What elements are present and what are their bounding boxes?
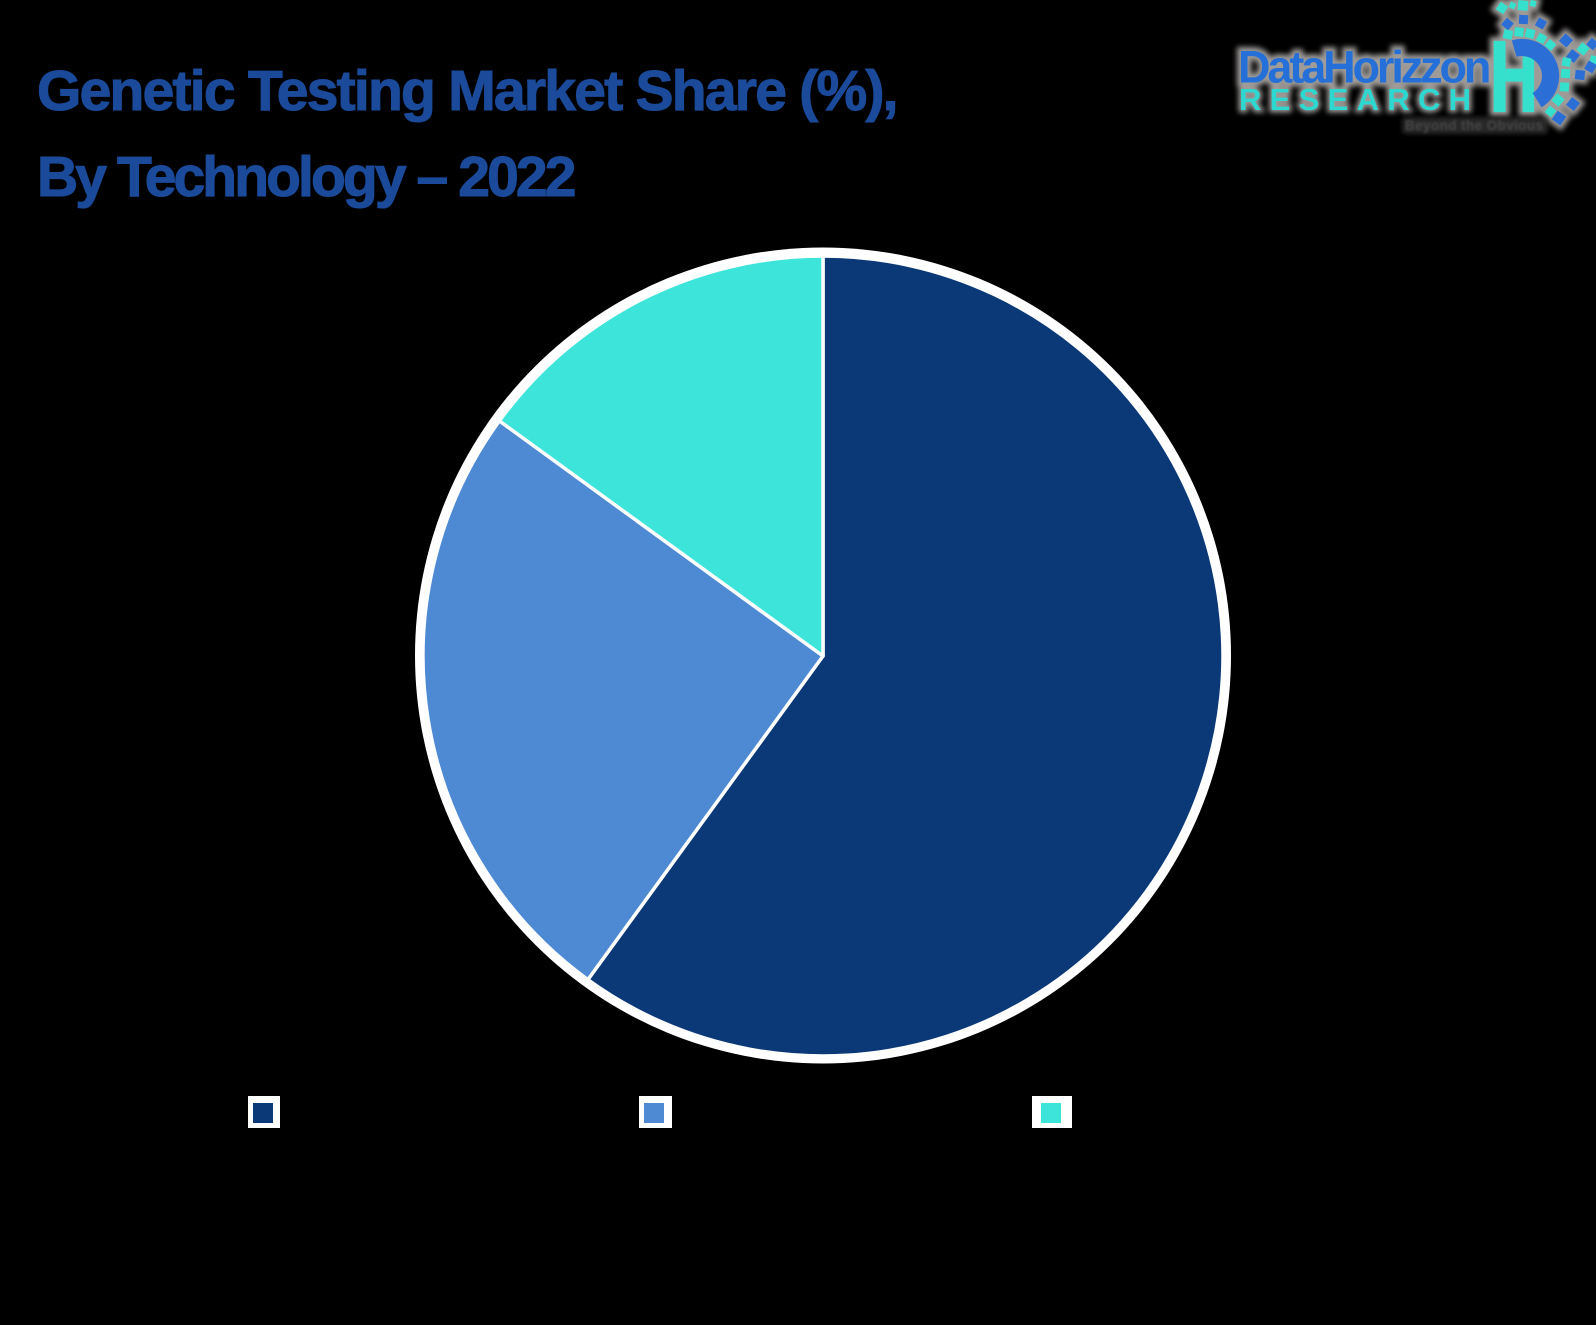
svg-text:DataHorizzon: DataHorizzon — [1238, 41, 1489, 92]
svg-text:RESEARCH: RESEARCH — [1239, 82, 1479, 117]
svg-text:DataHorizzon: DataHorizzon — [1238, 41, 1489, 92]
svg-text:RESEARCH: RESEARCH — [1239, 82, 1479, 117]
svg-text:Beyond the Obvious: Beyond the Obvious — [1405, 118, 1543, 133]
